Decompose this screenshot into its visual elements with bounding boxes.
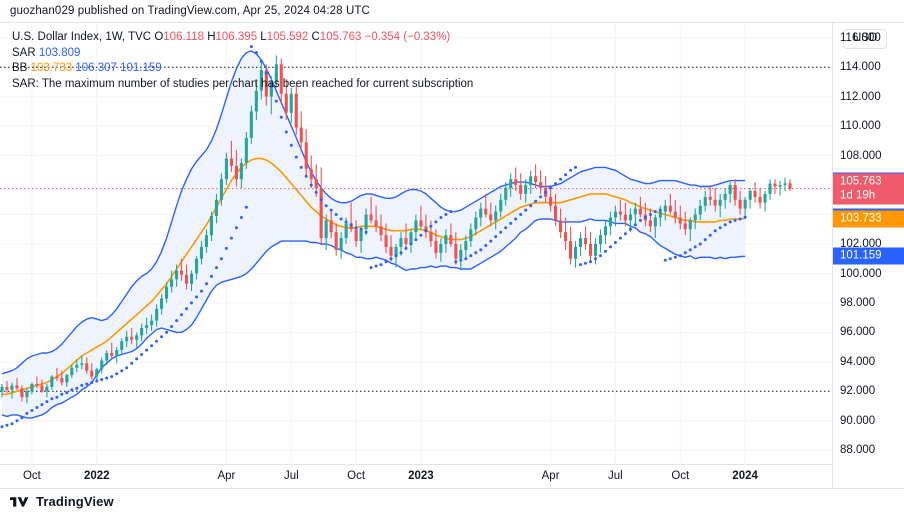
time-scale-right-pad	[832, 465, 904, 488]
time-scale-axis[interactable]: Oct2022AprJulOct2023AprJulOct2024AprJul	[0, 465, 904, 489]
last-price-tag[interactable]: 105.763 1d 19h	[833, 173, 904, 205]
parabolic-sar-series	[0, 45, 747, 429]
price-tick-114: 114.000	[840, 61, 881, 74]
footer-branding: TradingView	[10, 494, 114, 509]
time-tick-Apr: Apr	[217, 470, 236, 482]
price-tick-90: 90.000	[840, 414, 876, 427]
price-tick-94: 94.000	[840, 355, 876, 368]
candlestick-plot[interactable]	[0, 23, 832, 465]
candlestick-series[interactable]	[0, 55, 792, 404]
price-tick-88: 88.000	[840, 444, 876, 457]
tradingview-logo-icon	[10, 496, 29, 507]
bb-lower-tag[interactable]: 101.159	[833, 247, 904, 265]
price-scale-axis[interactable]: USD 88.000 90.000 92.000 94.000 96.000 98.000…	[832, 23, 904, 465]
bollinger-basis-line	[2, 157, 746, 396]
price-tick-98: 98.000	[840, 296, 876, 309]
price-tick-110: 110.000	[840, 120, 881, 133]
bb-lower-tag-value: 101.159	[840, 249, 882, 262]
price-tick-102: 102.000	[840, 238, 882, 250]
time-tick-Oct: Oct	[347, 470, 366, 482]
bollinger-upper-line	[1, 50, 746, 375]
price-tick-100: 100.000	[840, 267, 882, 280]
price-tick-108: 108.000	[840, 149, 882, 162]
attribution-text: guozhan029 published on TradingView.com,…	[10, 5, 370, 17]
time-tick-Apr: Apr	[541, 470, 560, 482]
time-tick-Oct: Oct	[22, 470, 41, 482]
time-tick-2023: 2023	[408, 470, 434, 482]
chart-frame: USD 88.000 90.000 92.000 94.000 96.000 98.000…	[0, 22, 904, 485]
bollinger-band-fill	[2, 51, 746, 418]
plot-area[interactable]	[0, 23, 832, 465]
footer-brand-name: TradingView	[36, 494, 114, 509]
time-tick-Oct: Oct	[671, 470, 690, 482]
time-scale-ticks: Oct2022AprJulOct2023AprJulOct2024AprJul	[0, 465, 832, 488]
time-tick-Jul: Jul	[283, 470, 299, 482]
last-price-tag-countdown: 1d 19h	[840, 189, 876, 202]
price-tick-112: 112.000	[840, 90, 881, 103]
time-tick-2022: 2022	[84, 470, 110, 482]
bb-basis-tag[interactable]: 103.733	[833, 209, 904, 228]
horizontal-reference-lines	[0, 66, 832, 392]
price-tick-116: 116.000	[840, 31, 881, 44]
bollinger-lower-line	[1, 218, 746, 419]
price-tick-92: 92.000	[840, 385, 876, 398]
time-tick-Jul: Jul	[608, 470, 623, 482]
price-tick-96: 96.000	[840, 326, 876, 339]
time-tick-2024: 2024	[732, 470, 758, 482]
currency-badge[interactable]: USD	[843, 29, 888, 49]
bb-basis-tag-value: 103.733	[840, 211, 882, 224]
last-price-tag-value: 105.763	[840, 175, 882, 188]
